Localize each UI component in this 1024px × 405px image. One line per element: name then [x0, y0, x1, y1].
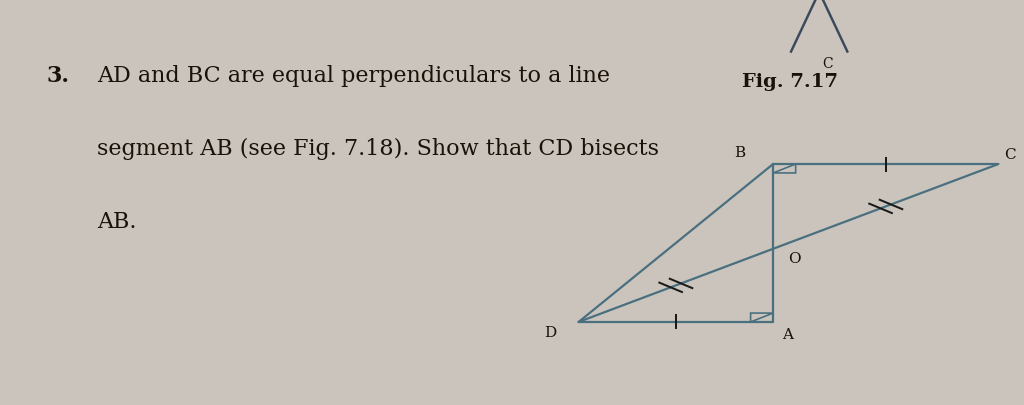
- Text: O: O: [787, 252, 801, 266]
- Text: segment AB (see Fig. 7.18). Show that CD bisects: segment AB (see Fig. 7.18). Show that CD…: [97, 138, 659, 160]
- Text: A: A: [782, 328, 794, 342]
- Text: D: D: [544, 326, 556, 340]
- Text: C: C: [1004, 148, 1016, 162]
- Text: AD and BC are equal perpendiculars to a line: AD and BC are equal perpendiculars to a …: [97, 65, 610, 87]
- Text: B: B: [734, 146, 745, 160]
- Text: C: C: [822, 57, 833, 71]
- Text: 3.: 3.: [46, 65, 69, 87]
- Text: Fig. 7.17: Fig. 7.17: [742, 73, 839, 91]
- Text: AB.: AB.: [97, 211, 137, 232]
